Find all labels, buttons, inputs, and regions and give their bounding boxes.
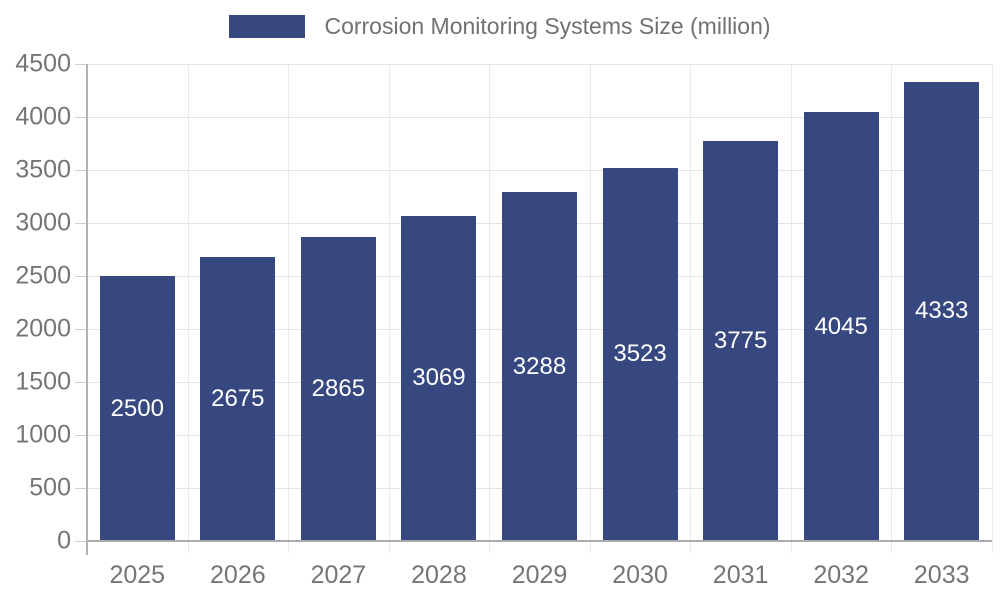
- legend-swatch-icon: [229, 15, 306, 38]
- y-tick-mark: [75, 276, 87, 277]
- x-gridline: [187, 64, 189, 553]
- y-tick-label: 4500: [15, 49, 71, 78]
- bar-value-label: 4333: [915, 297, 969, 325]
- y-tick-label: 3500: [15, 155, 71, 184]
- y-tick-mark: [75, 382, 87, 383]
- bar-value-label: 3523: [613, 340, 667, 368]
- bar-value-label: 2865: [311, 375, 366, 403]
- y-tick-mark: [75, 64, 87, 65]
- x-tick-label: 2033: [913, 561, 970, 589]
- bar: 4333: [904, 81, 980, 541]
- y-tick-label: 0: [57, 526, 71, 555]
- x-tick-label: 2030: [612, 561, 668, 589]
- y-tick-label: 2500: [15, 261, 71, 290]
- bar: 2500: [99, 276, 175, 541]
- x-tick-label: 2025: [109, 561, 166, 589]
- bar-value-label: 2675: [211, 385, 265, 413]
- y-tick-label: 3000: [15, 208, 71, 237]
- y-tick-mark: [75, 117, 87, 118]
- y-gridline: [87, 170, 992, 171]
- x-gridline: [790, 64, 792, 553]
- y-tick-mark: [75, 435, 87, 436]
- y-tick-label: 1500: [15, 367, 71, 396]
- x-gridline: [288, 64, 290, 553]
- bar: 2675: [200, 257, 276, 541]
- bar: 3069: [401, 215, 477, 541]
- legend-label: Corrosion Monitoring Systems Size (milli…: [324, 13, 771, 39]
- y-tick-label: 500: [29, 473, 71, 502]
- x-tick-label: 2031: [712, 561, 769, 589]
- bar: 4045: [803, 112, 879, 541]
- legend[interactable]: Corrosion Monitoring Systems Size (milli…: [0, 13, 1000, 40]
- bar: 2865: [300, 237, 376, 541]
- y-tick-mark: [75, 541, 87, 542]
- bar-value-label: 4045: [814, 312, 868, 340]
- x-gridline: [690, 64, 692, 553]
- x-tick-label: 2028: [411, 561, 467, 589]
- x-gridline: [489, 64, 491, 553]
- x-tick-label: 2029: [511, 561, 568, 589]
- y-gridline: [87, 117, 992, 118]
- bar-value-label: 3288: [512, 352, 567, 380]
- x-gridline: [992, 64, 993, 553]
- y-tick-mark: [75, 488, 87, 489]
- bar-value-label: 3775: [713, 326, 768, 354]
- x-tick-label: 2032: [813, 561, 869, 589]
- x-tick-label: 2027: [310, 561, 367, 589]
- y-tick-mark: [75, 329, 87, 330]
- y-tick-label: 2000: [15, 314, 71, 343]
- plot-area: 0 500 1000 1500 2000 2500 3000 3500 4000 4500 2500…: [15, 50, 993, 589]
- y-tick-mark: [75, 223, 87, 224]
- bar-value-label: 2500: [110, 394, 164, 422]
- y-axis-line: [86, 64, 88, 555]
- bar: 3523: [602, 167, 678, 541]
- bar: 3288: [502, 192, 577, 541]
- y-tick-mark: [75, 170, 87, 171]
- bar: 3775: [703, 140, 779, 541]
- x-gridline: [388, 64, 390, 553]
- y-tick-label: 1000: [15, 420, 71, 449]
- bar-value-label: 3069: [412, 364, 466, 392]
- y-tick-label: 4000: [15, 102, 71, 131]
- y-gridline: [87, 64, 992, 65]
- x-axis-line: [87, 540, 992, 542]
- x-gridline: [589, 64, 591, 553]
- x-tick-label: 2026: [210, 561, 266, 589]
- x-gridline: [891, 64, 893, 553]
